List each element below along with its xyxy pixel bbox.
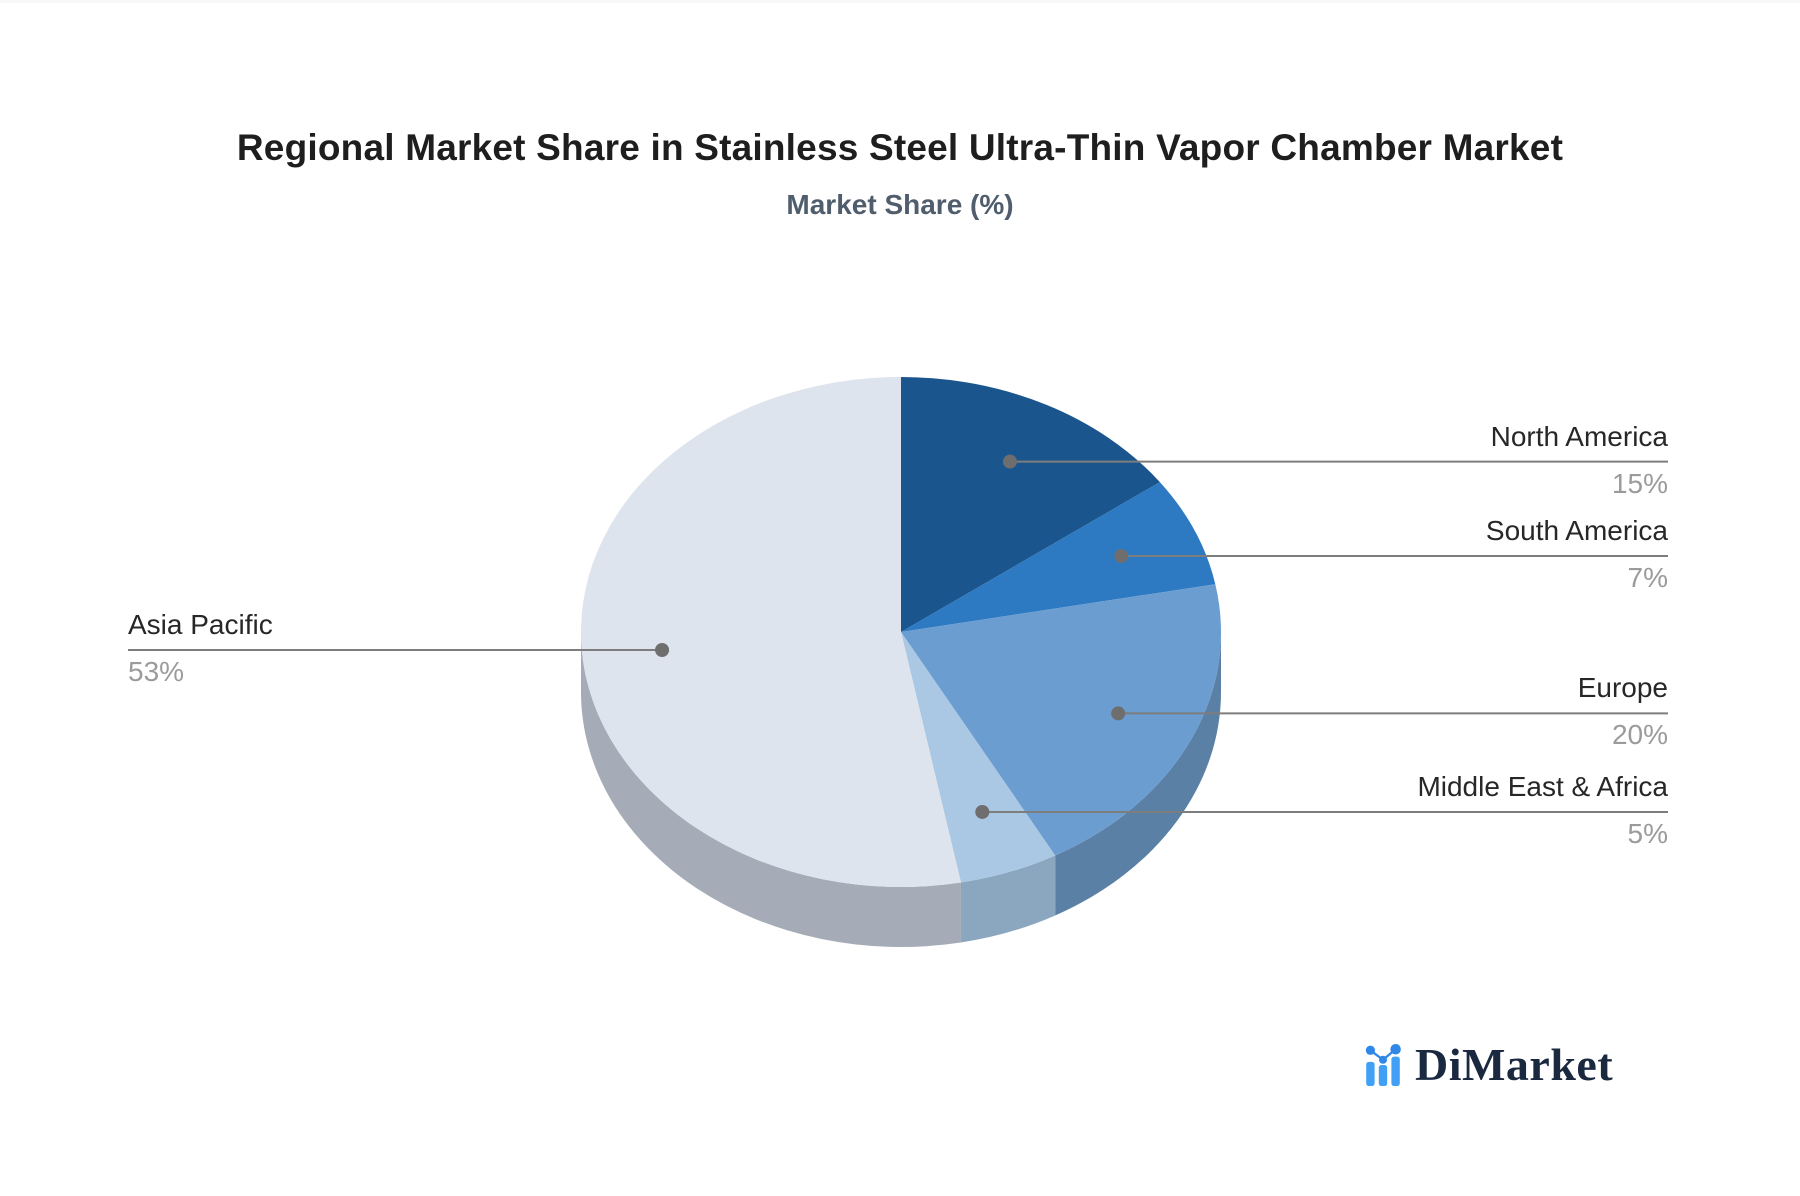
- pie-slice-side-asia-pacific: [581, 632, 961, 948]
- callout-asia-pacific: Asia Pacific 53%: [128, 608, 548, 687]
- leader-dot-europe: [1111, 706, 1126, 721]
- leader-dot-asia-pacific: [655, 642, 670, 657]
- dimarket-logo: DiMarket: [1362, 1042, 1613, 1088]
- pie-slice-north-america: [901, 377, 1160, 632]
- pie-slice-side-middle-east-africa: [960, 855, 1056, 943]
- chart-subtitle: Market Share (%): [786, 189, 1014, 220]
- region-label: Europe: [1577, 672, 1668, 704]
- pie-slice-middle-east-africa: [901, 632, 1056, 883]
- pie-slice-europe: [901, 584, 1221, 856]
- pie-slice-asia-pacific: [581, 377, 961, 887]
- leader-dot-middle-east-africa: [975, 804, 990, 819]
- pie-slice-side-europe: [1055, 632, 1221, 916]
- region-percentage: 20%: [1611, 719, 1668, 751]
- region-label: Middle East & Africa: [1417, 770, 1668, 802]
- leader-dot-south-america: [1114, 549, 1129, 564]
- leader-dot-north-america: [1002, 454, 1017, 469]
- region-label: Asia Pacific: [128, 608, 273, 640]
- pie-slice-south-america: [901, 482, 1216, 632]
- callout-middle-east-africa: Middle East & Africa 5%: [1248, 770, 1668, 849]
- chart-title: Regional Market Share in Stainless Steel…: [236, 127, 1564, 168]
- region-percentage: 7%: [1627, 562, 1668, 594]
- region-percentage: 5%: [1627, 817, 1668, 849]
- bar-chart-trend-icon: [1365, 1044, 1401, 1086]
- callout-south-america: South America 7%: [1248, 516, 1668, 592]
- region-label: North America: [1490, 420, 1668, 452]
- region-percentage: 53%: [128, 655, 185, 687]
- logo-text: DiMarket: [1415, 1039, 1614, 1090]
- callout-north-america: North America 15%: [1248, 420, 1668, 499]
- region-percentage: 15%: [1611, 467, 1668, 499]
- window-edge: [0, 0, 1800, 3]
- callout-europe: Europe 20%: [1248, 673, 1668, 749]
- region-label: South America: [1485, 515, 1668, 547]
